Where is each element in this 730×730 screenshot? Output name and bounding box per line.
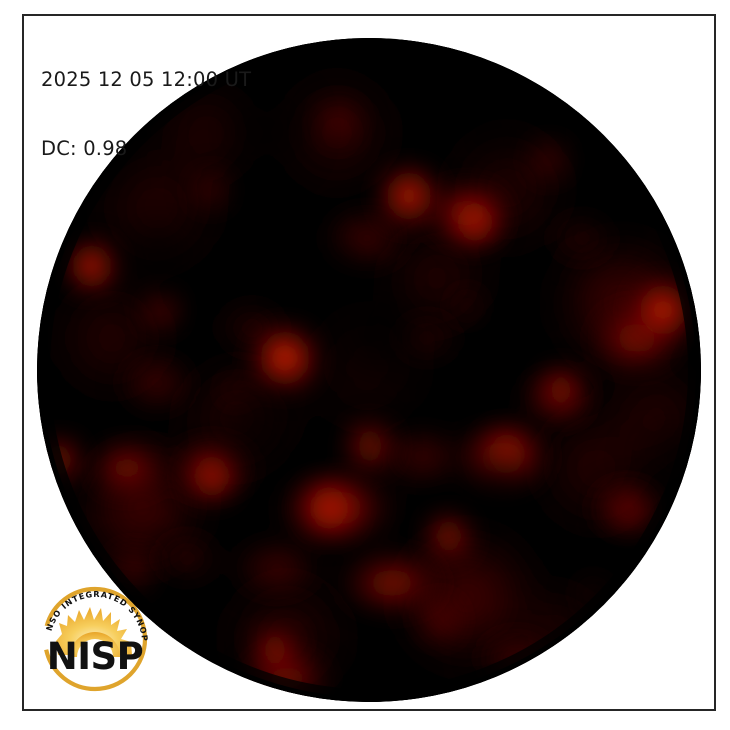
logo-wordmark: NISP [47, 635, 144, 678]
logo-ring [42, 586, 148, 692]
nisp-logo-graphic: NSO INTEGRATED SYNOPTIC PROGRAM NISP [34, 577, 149, 692]
annotation-text: 2025 12 05 12:00 UT DC: 0.98 [41, 22, 251, 206]
plot-frame: 2025 12 05 12:00 UT DC: 0.98 [22, 14, 716, 711]
datetime-label: 2025 12 05 12:00 UT [41, 68, 252, 91]
disk-container [24, 16, 714, 709]
logo-sun [56, 607, 132, 677]
duty-cycle-label: DC: 0.98 [41, 137, 128, 160]
nisp-logo: NSO INTEGRATED SYNOPTIC PROGRAM NISP [34, 577, 156, 697]
